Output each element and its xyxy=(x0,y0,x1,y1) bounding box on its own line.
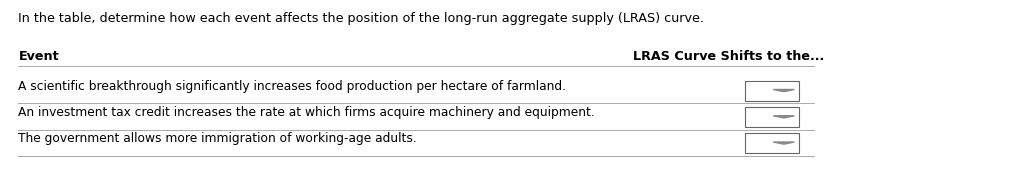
Text: LRAS Curve Shifts to the...: LRAS Curve Shifts to the... xyxy=(633,50,824,63)
FancyBboxPatch shape xyxy=(745,80,799,101)
Text: The government allows more immigration of working-age adults.: The government allows more immigration o… xyxy=(18,132,417,145)
Text: A scientific breakthrough significantly increases food production per hectare of: A scientific breakthrough significantly … xyxy=(18,80,566,93)
Polygon shape xyxy=(773,142,795,144)
FancyBboxPatch shape xyxy=(745,133,799,153)
Text: An investment tax credit increases the rate at which firms acquire machinery and: An investment tax credit increases the r… xyxy=(18,106,595,119)
Polygon shape xyxy=(773,116,795,118)
FancyBboxPatch shape xyxy=(745,107,799,127)
Polygon shape xyxy=(773,89,795,92)
Text: In the table, determine how each event affects the position of the long-run aggr: In the table, determine how each event a… xyxy=(18,12,705,25)
Text: Event: Event xyxy=(18,50,59,63)
